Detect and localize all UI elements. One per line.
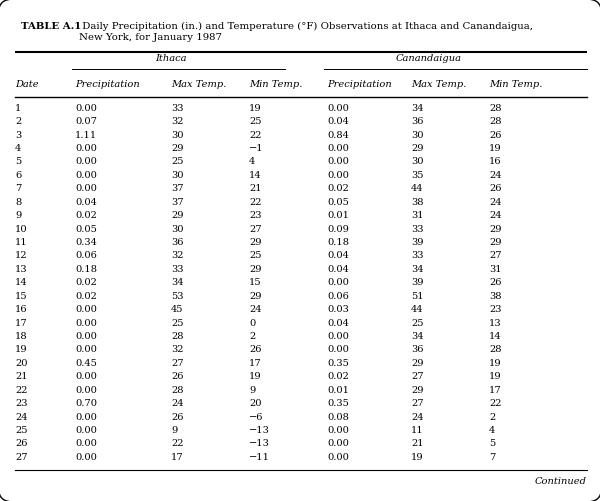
Text: 2: 2 [249,332,255,341]
Text: Max Temp.: Max Temp. [411,80,466,89]
Text: 0.04: 0.04 [327,265,349,274]
Text: 0.00: 0.00 [327,426,349,435]
Text: 30: 30 [171,131,184,140]
Text: 4: 4 [15,144,21,153]
Text: 37: 37 [171,198,184,207]
Text: 0.00: 0.00 [75,144,97,153]
Text: 0.34: 0.34 [75,238,97,247]
Text: 0.35: 0.35 [327,399,349,408]
Text: 0.18: 0.18 [75,265,97,274]
Text: 2: 2 [15,117,21,126]
Text: 34: 34 [411,265,424,274]
Text: 27: 27 [249,224,262,233]
Text: 33: 33 [411,252,424,261]
Text: 4: 4 [249,157,255,166]
Text: 0.04: 0.04 [327,117,349,126]
Text: 25: 25 [171,157,184,166]
Text: 0.05: 0.05 [75,224,97,233]
Text: 32: 32 [171,252,184,261]
Text: 12: 12 [15,252,28,261]
Text: 39: 39 [411,278,424,287]
Text: 26: 26 [249,345,262,354]
Text: 26: 26 [489,131,502,140]
Text: Precipitation: Precipitation [327,80,392,89]
Text: 28: 28 [489,345,502,354]
Text: 0.04: 0.04 [327,319,349,328]
Text: 0.02: 0.02 [327,372,349,381]
Text: 17: 17 [489,386,502,395]
Text: 0.00: 0.00 [327,453,349,462]
Text: 0.02: 0.02 [327,184,349,193]
Text: Max Temp.: Max Temp. [171,80,226,89]
Text: 5: 5 [489,439,495,448]
Text: 34: 34 [411,104,424,113]
Text: 28: 28 [489,104,502,113]
Text: 24: 24 [489,198,502,207]
Text: 0.07: 0.07 [75,117,97,126]
Text: 29: 29 [411,386,424,395]
Text: 39: 39 [411,238,424,247]
Text: 0.02: 0.02 [75,292,97,301]
Text: 28: 28 [171,386,184,395]
Text: 33: 33 [171,265,184,274]
Text: 21: 21 [249,184,262,193]
Text: 0.00: 0.00 [327,157,349,166]
Text: 36: 36 [171,238,184,247]
Text: 20: 20 [249,399,262,408]
Text: −1: −1 [249,144,263,153]
Text: 0.05: 0.05 [327,198,349,207]
Text: −6: −6 [249,412,263,421]
Text: Daily Precipitation (in.) and Temperature (°F) Observations at Ithaca and Canand: Daily Precipitation (in.) and Temperatur… [79,22,533,42]
Text: 0.00: 0.00 [75,426,97,435]
Text: 38: 38 [411,198,424,207]
Text: Min Temp.: Min Temp. [249,80,302,89]
Text: 29: 29 [249,238,262,247]
Text: 0.03: 0.03 [327,305,349,314]
Text: 27: 27 [411,399,424,408]
Text: 0.70: 0.70 [75,399,97,408]
Text: 19: 19 [411,453,424,462]
Text: 5: 5 [15,157,21,166]
Text: 13: 13 [489,319,502,328]
Text: 25: 25 [171,319,184,328]
Text: 0.00: 0.00 [75,332,97,341]
Text: 53: 53 [171,292,184,301]
Text: 31: 31 [489,265,502,274]
Text: 30: 30 [171,171,184,180]
Text: 0.09: 0.09 [327,224,349,233]
Text: 10: 10 [15,224,28,233]
Text: 34: 34 [171,278,184,287]
Text: Precipitation: Precipitation [75,80,140,89]
Text: 0.00: 0.00 [75,305,97,314]
Text: Canandaigua: Canandaigua [396,54,462,63]
Text: 31: 31 [411,211,424,220]
Text: 30: 30 [411,157,424,166]
Text: 14: 14 [15,278,28,287]
Text: 0.04: 0.04 [75,198,97,207]
Text: 26: 26 [489,278,502,287]
Text: 0.00: 0.00 [327,332,349,341]
Text: 22: 22 [15,386,28,395]
Text: 2: 2 [489,412,495,421]
Text: 1.11: 1.11 [75,131,97,140]
Text: 27: 27 [171,359,184,368]
Text: 11: 11 [411,426,424,435]
Text: 0.00: 0.00 [75,157,97,166]
Text: 21: 21 [411,439,424,448]
Text: 0.00: 0.00 [75,319,97,328]
Text: 24: 24 [15,412,28,421]
Text: 25: 25 [15,426,28,435]
Text: 0.06: 0.06 [75,252,97,261]
Text: 38: 38 [489,292,502,301]
Text: 22: 22 [489,399,502,408]
Text: 0.00: 0.00 [327,439,349,448]
Text: 22: 22 [249,198,262,207]
Text: 28: 28 [489,117,502,126]
Text: 22: 22 [171,439,184,448]
Text: 0: 0 [249,319,255,328]
Text: 0.02: 0.02 [75,278,97,287]
Text: 26: 26 [171,412,184,421]
Text: 30: 30 [411,131,424,140]
Text: 24: 24 [249,305,262,314]
